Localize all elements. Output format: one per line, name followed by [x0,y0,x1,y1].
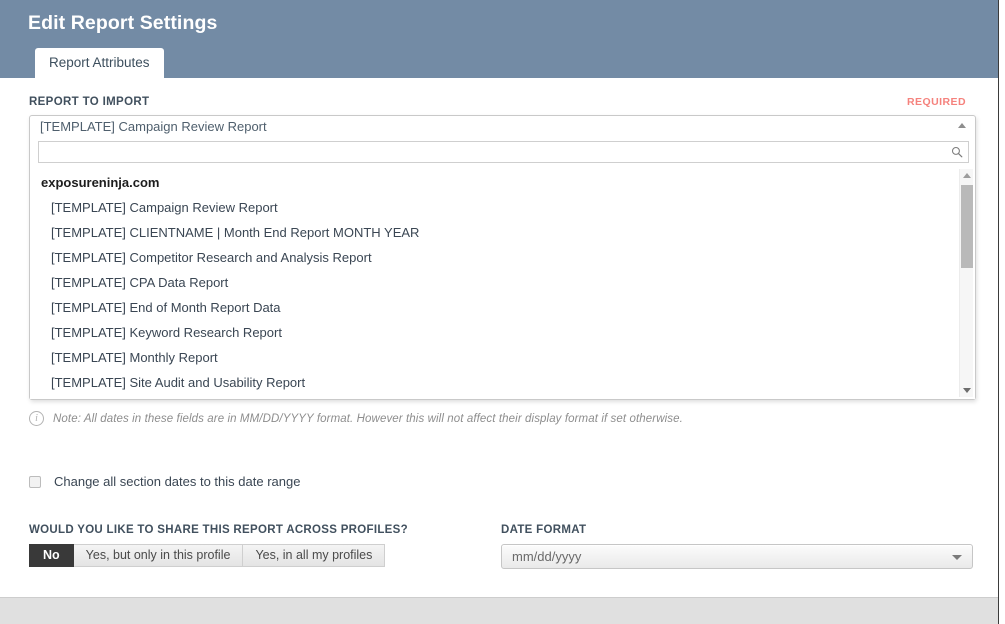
combobox-selected-value[interactable]: [TEMPLATE] Campaign Review Report [40,119,267,134]
report-to-import-label: REPORT TO IMPORT [29,96,150,108]
date-format-group: DATE FORMAT mm/dd/yyyy [501,524,973,569]
share-segmented-control: No Yes, but only in this profile Yes, in… [29,544,408,567]
tab-bar: Report Attributes [35,48,164,78]
share-across-profiles-group: WOULD YOU LIKE TO SHARE THIS REPORT ACRO… [29,524,408,567]
option-list-inner: exposureninja.com [TEMPLATE] Campaign Re… [30,167,957,399]
list-item[interactable]: [TEMPLATE] Keyword Research Report [51,325,282,340]
footer-bar [0,597,998,624]
list-item[interactable]: [TEMPLATE] Site Audit and Usability Repo… [51,375,306,390]
list-item[interactable]: [TEMPLATE] Site Audit Data [30,395,957,399]
date-format-selected-value: mm/dd/yyyy [512,549,582,564]
share-option-this-profile[interactable]: Yes, but only in this profile [73,544,244,567]
list-item[interactable]: [TEMPLATE] Competitor Research and Analy… [51,250,372,265]
page-scrollbar-thumb[interactable] [1000,0,1005,400]
option-list-scrollbar[interactable] [959,169,973,397]
info-icon: i [29,411,44,426]
date-format-note: i Note: All dates in these fields are in… [29,411,683,426]
date-format-label: DATE FORMAT [501,524,587,536]
share-option-no[interactable]: No [29,544,74,567]
list-item[interactable]: [TEMPLATE] CPA Data Report [51,275,229,290]
date-format-select[interactable]: mm/dd/yyyy [501,544,973,569]
tab-label: Report Attributes [49,55,150,71]
page-title: Edit Report Settings [28,12,218,34]
combobox-search-wrap[interactable] [38,141,969,163]
scroll-up-arrow-icon[interactable] [960,169,974,182]
scrollbar-thumb[interactable] [961,185,973,268]
tab-report-attributes[interactable]: Report Attributes [35,48,164,78]
form-body: REPORT TO IMPORT REQUIRED [TEMPLATE] Cam… [0,78,998,590]
required-badge: REQUIRED [906,96,966,108]
change-section-dates-checkbox[interactable] [29,475,41,488]
list-item[interactable]: [TEMPLATE] Campaign Review Report [51,200,278,215]
scroll-down-arrow-icon[interactable] [960,384,974,397]
search-icon[interactable] [946,142,968,162]
option-group-label: exposureninja.com [41,175,160,190]
list-item[interactable]: [TEMPLATE] Monthly Report [51,350,218,365]
list-item[interactable]: [TEMPLATE] End of Month Report Data [51,300,281,315]
combobox-option-list[interactable]: exposureninja.com [TEMPLATE] Campaign Re… [30,167,975,399]
chevron-up-icon[interactable] [958,123,966,128]
page-scrollbar[interactable] [998,0,1005,624]
change-section-dates-label: Change all section dates to this date ra… [54,474,301,489]
chevron-down-icon[interactable] [952,555,962,560]
note-text: Note: All dates in these fields are in M… [53,412,683,425]
combobox-search-row [30,138,975,167]
change-section-dates-row[interactable]: Change all section dates to this date ra… [29,474,300,489]
list-item[interactable]: [TEMPLATE] CLIENTNAME | Month End Report… [51,225,420,240]
share-option-all-profiles[interactable]: Yes, in all my profiles [243,544,386,567]
page-header: Edit Report Settings Report Attributes [0,0,998,78]
report-to-import-combobox[interactable]: [TEMPLATE] Campaign Review Report exposu… [29,115,976,400]
report-search-input[interactable] [39,142,946,162]
share-across-profiles-label: WOULD YOU LIKE TO SHARE THIS REPORT ACRO… [29,524,408,536]
